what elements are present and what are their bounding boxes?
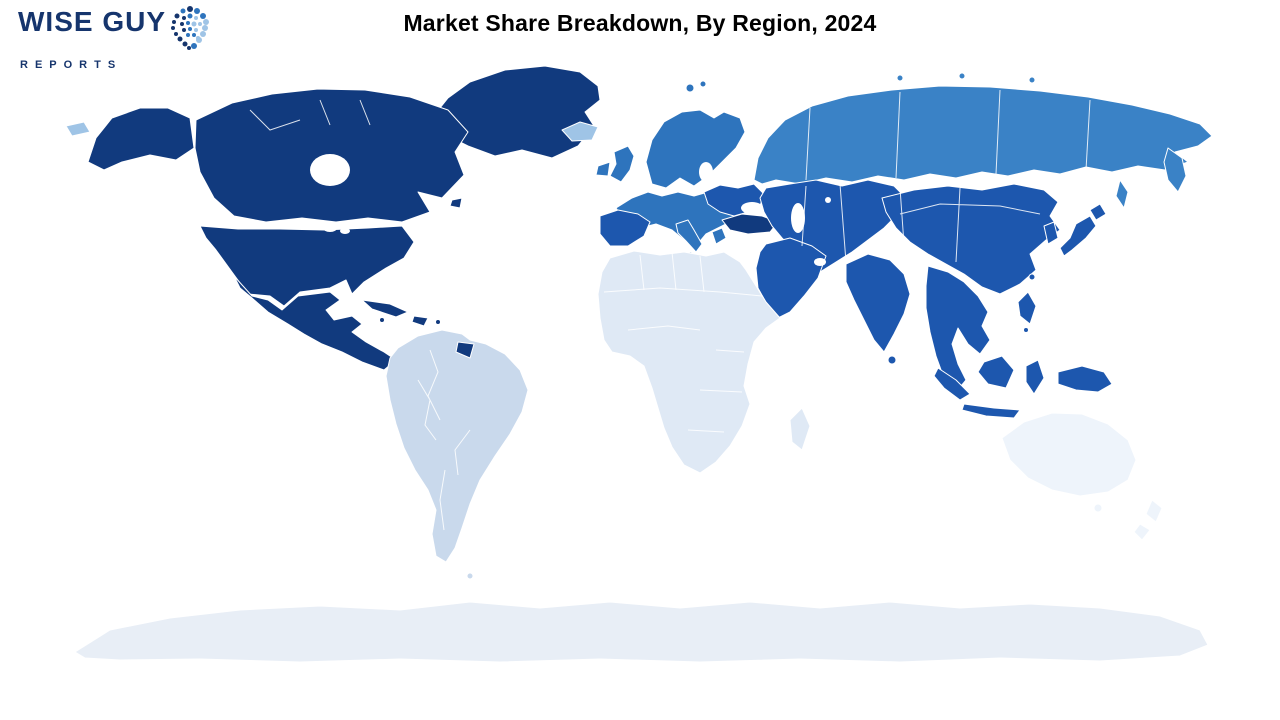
- southeast-asia: [925, 265, 991, 393]
- country-italy: [675, 219, 703, 253]
- svalbard: [685, 83, 695, 93]
- logo-wordmark: WISE GUY: [18, 6, 167, 37]
- hudson-bay: [310, 154, 350, 186]
- africa-internal-borders: [603, 251, 763, 433]
- korea: [1043, 221, 1059, 245]
- country-india: [845, 253, 911, 353]
- logo-subtitle: REPORTS: [20, 59, 123, 71]
- china-mongolia: [881, 183, 1061, 295]
- persian-gulf: [814, 258, 826, 266]
- island-new-guinea: [1057, 365, 1113, 393]
- country-australia: [1001, 412, 1137, 497]
- great-lakes: [323, 224, 337, 232]
- country-greece: [711, 227, 727, 245]
- island-madagascar: [789, 407, 811, 451]
- south-america-borders: [417, 349, 471, 531]
- region-europe: [561, 80, 765, 259]
- arctic-island-2: [958, 72, 966, 80]
- new-zealand-north: [1145, 499, 1163, 523]
- logo-head-icon: [171, 6, 210, 50]
- region-russia: [753, 72, 1213, 209]
- arabian-peninsula: [755, 237, 827, 319]
- island-puerto-rico: [435, 319, 441, 325]
- continent-antarctica: [74, 601, 1209, 663]
- country-russia: [753, 85, 1213, 185]
- region-south-america: [385, 329, 529, 563]
- region-north-america: [65, 65, 601, 371]
- asia-internal-borders: [801, 183, 1041, 273]
- country-hispaniola: [411, 315, 429, 327]
- arctic-island-3: [1028, 76, 1036, 84]
- island-borneo: [977, 355, 1015, 389]
- chart-title: Market Share Breakdown, By Region, 2024: [403, 10, 877, 36]
- country-ireland: [595, 161, 611, 177]
- country-iceland: [561, 121, 599, 142]
- country-alaska: [87, 107, 195, 171]
- island-south-georgia: [466, 572, 474, 580]
- caspian-sea: [791, 203, 805, 233]
- country-greenland: [431, 65, 601, 159]
- aral-sea: [825, 197, 831, 203]
- scandinavia: [645, 109, 746, 189]
- island-taiwan: [1028, 273, 1036, 281]
- svalbard-2: [699, 80, 707, 88]
- great-lakes-2: [340, 228, 350, 234]
- territory-french-guiana: [455, 341, 475, 359]
- region-antarctica: [74, 572, 1209, 663]
- country-mexico-central-america: [233, 275, 397, 371]
- russia-internal-borders: [805, 89, 1091, 181]
- region-africa: [597, 250, 811, 474]
- philippines: [1017, 291, 1037, 325]
- region-oceania: [1001, 412, 1163, 541]
- iberia: [599, 209, 651, 247]
- arctic-channels: [249, 99, 371, 131]
- island-tasmania: [1093, 503, 1103, 513]
- island-sri-lanka: [887, 355, 897, 365]
- continent-south-america: [385, 329, 529, 563]
- island-jamaica: [379, 317, 385, 323]
- country-cuba: [361, 299, 409, 318]
- logo: WISE GUY REPORTS: [18, 6, 214, 71]
- new-zealand-south: [1133, 523, 1151, 541]
- island-sulawesi: [1025, 359, 1045, 395]
- japan-honshu: [1059, 215, 1097, 257]
- island-java: [961, 403, 1021, 419]
- island-newfoundland: [449, 197, 463, 209]
- philippines-2: [1023, 327, 1029, 333]
- island-sumatra: [933, 367, 971, 401]
- country-uk: [609, 145, 635, 183]
- arctic-island-1: [896, 74, 904, 82]
- region-asia: [721, 179, 1113, 419]
- aleutian-islands: [65, 121, 91, 137]
- baltic-sea: [699, 162, 713, 182]
- sakhalin: [1115, 179, 1129, 209]
- country-usa: [199, 225, 415, 307]
- continent-africa: [597, 250, 781, 474]
- kamchatka: [1163, 147, 1187, 193]
- japan-hokkaido: [1089, 203, 1107, 221]
- black-sea: [741, 202, 763, 214]
